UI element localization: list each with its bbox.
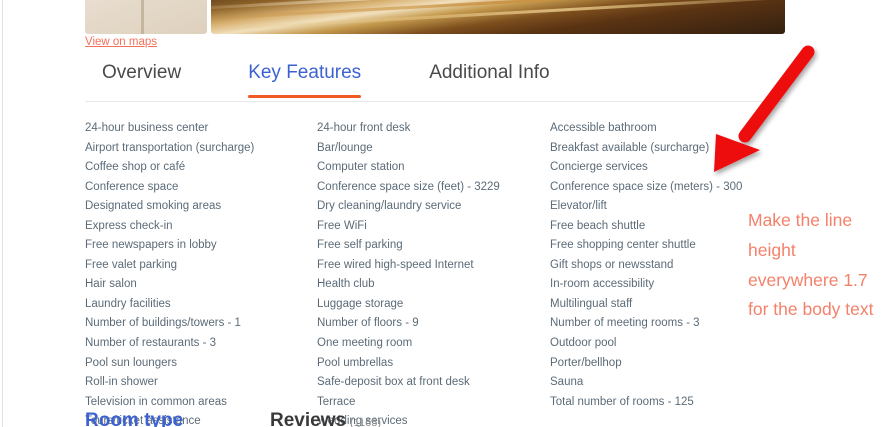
window-left-border	[2, 0, 3, 427]
feature-column-3: Accessible bathroom Breakfast available (…	[550, 119, 782, 427]
feature-item: In-room accessibility	[550, 278, 655, 291]
feature-column-2: 24-hour front desk Bar/lounge Computer sta…	[317, 119, 550, 427]
reviews-heading-label: Reviews	[270, 410, 347, 427]
tab-key-features-label: Key Features	[248, 62, 362, 83]
feature-item: Health club	[317, 278, 375, 291]
feature-item: Free shopping center shuttle	[550, 239, 696, 252]
section-headings-row: Room type Reviews (1165)	[85, 405, 785, 427]
tab-active-underline	[248, 95, 362, 99]
feature-item: Luggage storage	[317, 297, 404, 310]
tab-overview[interactable]: Overview	[102, 62, 182, 83]
feature-item: Conference space	[85, 180, 179, 193]
feature-item: Computer station	[317, 161, 405, 174]
annotation-text: Make the line height everywhere 1.7 for …	[748, 210, 874, 320]
gallery-image-main[interactable]	[211, 0, 785, 34]
feature-item: Television in common areas	[85, 395, 227, 408]
feature-item: One meeting room	[317, 337, 413, 350]
feature-item: Number of restaurants - 3	[85, 337, 217, 350]
feature-item: Free newspapers in lobby	[85, 239, 217, 252]
feature-item: Free self parking	[317, 239, 403, 252]
feature-item: Outdoor pool	[550, 337, 617, 350]
feature-item: Concierge services	[550, 161, 648, 174]
feature-item: Conference space size (meters) - 300	[550, 180, 743, 193]
feature-item: Coffee shop or café	[85, 161, 186, 174]
feature-item: Express check-in	[85, 219, 173, 232]
feature-item: Accessible bathroom	[550, 122, 657, 134]
key-features-list: 24-hour business center Airport transport…	[85, 119, 785, 427]
feature-column-1: 24-hour business center Airport transport…	[85, 119, 317, 427]
feature-item: Total number of rooms - 125	[550, 395, 694, 408]
feature-item: Bar/lounge	[317, 141, 373, 154]
feature-item: Tours/ticket assistance	[85, 415, 201, 427]
feature-item: 24-hour front desk	[317, 122, 411, 134]
feature-item: Porter/bellhop	[550, 356, 622, 369]
feature-item: Free wired high-speed Internet	[317, 258, 474, 271]
feature-item: Elevator/lift	[550, 200, 607, 213]
feature-item: Breakfast available (surcharge)	[550, 141, 710, 154]
feature-item: Gift shops or newsstand	[550, 258, 674, 271]
feature-item: Free valet parking	[85, 258, 178, 271]
feature-item: Roll-in shower	[85, 376, 158, 389]
reviews-count: (1165)	[350, 417, 382, 427]
feature-item: Dry cleaning/laundry service	[317, 200, 462, 213]
feature-item: Designated smoking areas	[85, 200, 222, 213]
feature-item: Free beach shuttle	[550, 219, 646, 232]
feature-item: Conference space size (feet) - 3229	[317, 180, 500, 193]
photo-gallery-strip[interactable]	[85, 0, 785, 34]
feature-item: Pool sun loungers	[85, 356, 178, 369]
feature-item: Number of meeting rooms - 3	[550, 317, 700, 330]
feature-item: Wedding services	[317, 415, 408, 427]
feature-item: Safe-deposit box at front desk	[317, 376, 470, 389]
tab-bar: Overview Key Features Additional Info	[85, 57, 785, 101]
reviews-heading: Reviews (1165)	[270, 405, 381, 427]
tab-additional-info[interactable]: Additional Info	[429, 62, 550, 83]
view-on-maps-link[interactable]: View on maps	[85, 36, 158, 48]
feature-item: 24-hour business center	[85, 122, 209, 134]
room-type-heading[interactable]: Room type	[85, 410, 184, 427]
feature-item: Pool umbrellas	[317, 356, 394, 369]
feature-item: Airport transportation (surcharge)	[85, 141, 255, 154]
feature-item: Number of buildings/towers - 1	[85, 317, 241, 330]
tab-key-features[interactable]: Key Features	[248, 57, 362, 99]
tab-bar-divider	[85, 101, 785, 102]
feature-item: Free WiFi	[317, 219, 367, 232]
feature-item: Sauna	[550, 376, 584, 389]
feature-item: Laundry facilities	[85, 297, 171, 310]
feature-item: Hair salon	[85, 278, 137, 291]
feature-item: Number of floors - 9	[317, 317, 419, 330]
feature-item: Terrace	[317, 395, 356, 408]
gallery-thumbnail-small[interactable]	[85, 0, 207, 34]
feature-item: Multilingual staff	[550, 297, 633, 310]
